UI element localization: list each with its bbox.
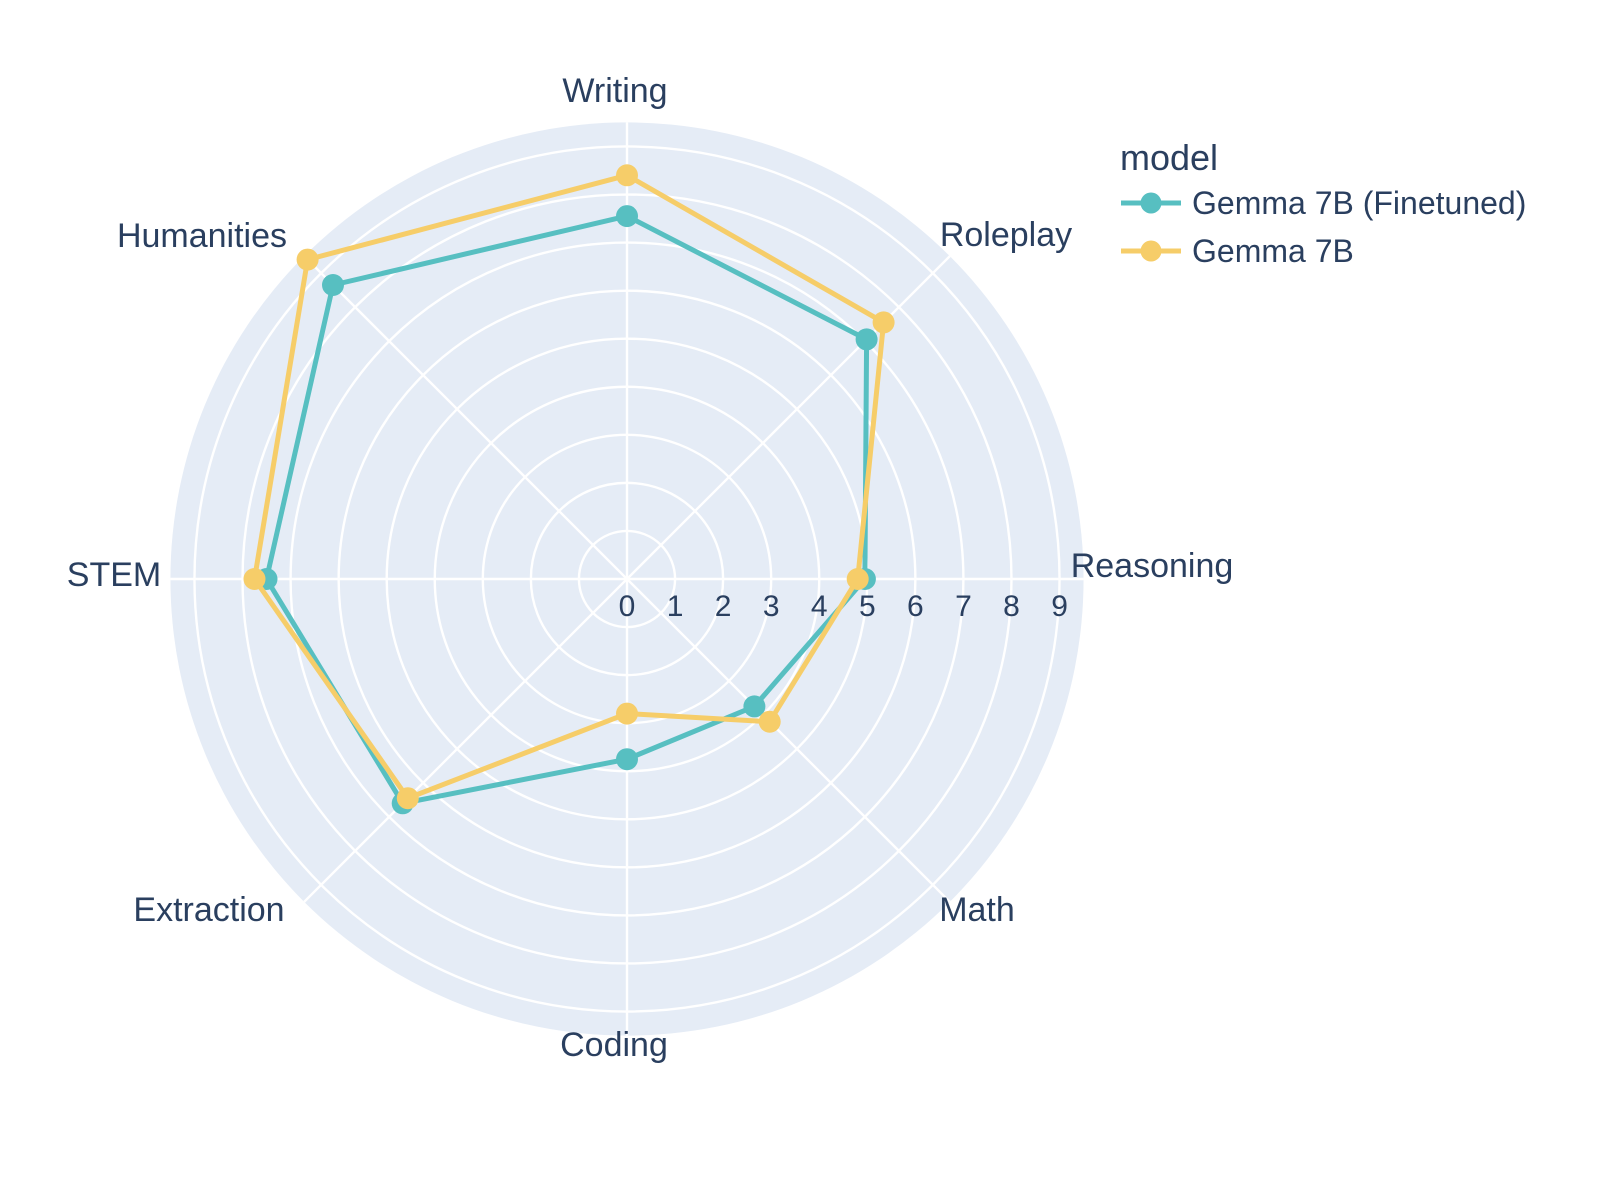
legend: model Gemma 7B (Finetuned) Gemma 7B [1120, 136, 1526, 275]
marker-gemma-7b-finetuned-math [743, 695, 766, 718]
marker-gemma-7b-finetuned-coding [616, 748, 638, 771]
axis-label-stem: STEM [67, 556, 161, 594]
legend-title: model [1120, 137, 1219, 178]
legend-item-gemma-7b-finetuned[interactable]: Gemma 7B (Finetuned) [1120, 179, 1526, 227]
axis-line-humanities [303, 255, 628, 580]
axis-label-math: Math [939, 891, 1015, 929]
legend-item-gemma-7b[interactable]: Gemma 7B [1120, 227, 1526, 275]
axis-line-roleplay [626, 255, 951, 580]
radial-tick-label-6: 6 [907, 590, 924, 623]
marker-gemma-7b-finetuned-writing [616, 205, 638, 228]
radial-tick-label-1: 1 [667, 590, 684, 623]
radial-tick-label-0: 0 [619, 590, 636, 623]
marker-gemma-7b-reasoning [846, 568, 869, 590]
radial-tick-label-3: 3 [763, 590, 780, 623]
radial-tick-label-7: 7 [955, 590, 972, 623]
marker-gemma-7b-coding [616, 702, 638, 725]
marker-gemma-7b-finetuned-humanities [322, 274, 344, 296]
axis-line-extraction [303, 578, 628, 903]
marker-gemma-7b-humanities [296, 248, 319, 271]
axis-label-humanities: Humanities [117, 217, 287, 255]
axis-label-roleplay: Roleplay [940, 216, 1072, 254]
legend-swatch-gemma-7b-finetuned [1121, 192, 1181, 214]
radial-tick-label-9: 9 [1051, 590, 1068, 623]
radial-tick-label-2: 2 [715, 590, 732, 623]
axis-line-math [626, 578, 951, 903]
marker-gemma-7b-roleplay [872, 311, 895, 334]
axis-label-reasoning: Reasoning [1071, 547, 1234, 585]
marker-gemma-7b-math [758, 710, 781, 733]
marker-gemma-7b-stem [243, 568, 266, 590]
legend-label: Gemma 7B (Finetuned) [1192, 184, 1527, 221]
radial-tick-label-5: 5 [859, 590, 876, 623]
radial-tick-label-4: 4 [811, 590, 828, 623]
marker-gemma-7b-writing [616, 164, 638, 187]
axis-label-writing: Writing [562, 72, 667, 110]
legend-swatch-gemma-7b [1121, 240, 1181, 262]
radial-tick-label-8: 8 [1003, 590, 1020, 623]
legend-label: Gemma 7B [1192, 232, 1354, 269]
axis-label-coding: Coding [560, 1026, 668, 1064]
marker-gemma-7b-finetuned-roleplay [855, 328, 878, 351]
marker-gemma-7b-extraction [396, 787, 419, 810]
axis-label-extraction: Extraction [133, 891, 284, 929]
